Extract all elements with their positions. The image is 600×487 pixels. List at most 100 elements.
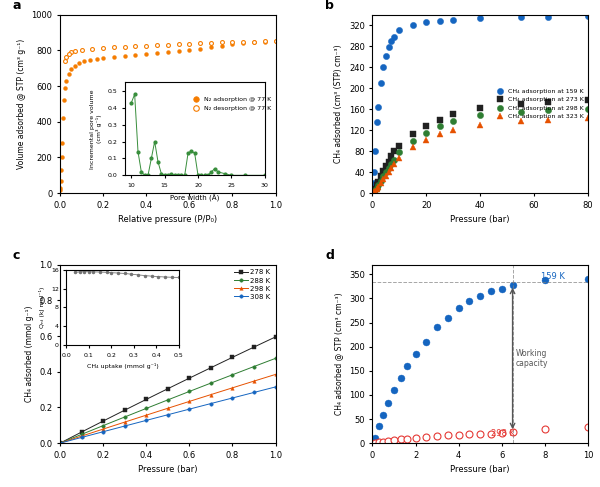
288 K <box>73 433 80 439</box>
CH₄ adsorption at 298 K <box>396 150 403 155</box>
CH₄ adsorption at 273 K <box>371 186 379 192</box>
CH₄ adsorption at 298 K <box>371 187 379 193</box>
298 K <box>148 411 155 416</box>
288 K <box>229 372 236 378</box>
CH₄ adsorption at 159 K <box>476 16 484 21</box>
CH₄ adsorption at 298 K <box>370 189 377 195</box>
CH₄ adsorption at 273 K <box>396 143 403 149</box>
CH₄ adsorption at 298 K <box>450 118 457 124</box>
CH₄ adsorption at 323 K <box>544 117 551 123</box>
298 K <box>218 388 225 394</box>
298 K <box>164 405 172 411</box>
288 K <box>62 438 69 444</box>
CH₄ adsorption at 159 K <box>436 18 443 24</box>
CH₄ adsorption at 298 K <box>371 188 378 194</box>
CH₄ adsorption at 159 K <box>382 53 389 58</box>
288 K <box>148 403 155 409</box>
298 K <box>110 423 118 429</box>
278 K <box>127 405 134 411</box>
298 K <box>83 431 91 437</box>
CH₄ adsorption at 273 K <box>380 168 387 174</box>
308 K <box>223 396 230 402</box>
CH₄ adsorption at 159 K <box>371 148 379 154</box>
298 K <box>207 392 214 397</box>
298 K <box>202 393 209 399</box>
CH₄ adsorption at 159 K <box>423 19 430 25</box>
278 K <box>164 386 172 392</box>
308 K <box>207 401 214 407</box>
278 K <box>207 365 214 371</box>
CH₄ adsorption at 323 K <box>396 155 403 161</box>
CH₄ adsorption at 323 K <box>377 180 384 186</box>
278 K <box>132 402 139 408</box>
288 K <box>89 427 96 433</box>
CH₄ adsorption at 159 K <box>391 34 398 39</box>
288 K <box>245 366 252 372</box>
288 K <box>137 408 145 413</box>
288 K <box>272 356 279 361</box>
308 K <box>116 425 123 431</box>
CH₄ adsorption at 298 K <box>391 157 398 163</box>
298 K <box>121 419 128 425</box>
308 K <box>272 384 279 390</box>
298 K <box>127 417 134 423</box>
CH₄ adsorption at 159 K <box>370 180 377 186</box>
CH₄ adsorption at 159 K <box>370 186 377 192</box>
288 K <box>105 421 112 427</box>
308 K <box>159 413 166 419</box>
CH₄ adsorption at 323 K <box>388 166 395 171</box>
CH₄ adsorption at 323 K <box>409 144 416 150</box>
308 K <box>218 398 225 404</box>
298 K <box>100 426 107 432</box>
CH₄ adsorption at 323 K <box>584 115 592 121</box>
CH₄ adsorption at 159 K <box>385 44 392 50</box>
Line: CH₄ adsorption at 298 K: CH₄ adsorption at 298 K <box>370 106 591 196</box>
Text: Working
capacity: Working capacity <box>516 349 548 368</box>
308 K <box>229 395 236 401</box>
288 K <box>132 410 139 415</box>
CH₄ adsorption at 273 K <box>370 189 377 195</box>
308 K <box>56 440 64 446</box>
278 K <box>137 399 145 405</box>
CH₄ adsorption at 273 K <box>436 117 443 123</box>
CH₄ adsorption at 298 K <box>374 182 382 188</box>
298 K <box>159 407 166 413</box>
CH₄ adsorption at 273 K <box>377 173 384 179</box>
CH₄ adsorption at 273 K <box>382 163 389 169</box>
CH₄ adsorption at 273 K <box>369 190 376 196</box>
298 K <box>191 397 198 403</box>
298 K <box>154 409 161 414</box>
298 K <box>212 390 220 396</box>
Line: CH₄ adsorption at 273 K: CH₄ adsorption at 273 K <box>370 96 591 196</box>
Legend: N₂ adsorption @ 77 K, N₂ desorption @ 77 K: N₂ adsorption @ 77 K, N₂ desorption @ 77… <box>188 96 272 112</box>
298 K <box>89 430 96 435</box>
CH₄ adsorption at 273 K <box>385 159 392 165</box>
308 K <box>148 416 155 422</box>
CH₄ adsorption at 159 K <box>371 169 378 175</box>
298 K <box>272 372 279 377</box>
308 K <box>154 414 161 420</box>
CH₄ adsorption at 273 K <box>450 112 457 117</box>
X-axis label: Pressure (bar): Pressure (bar) <box>138 466 197 474</box>
298 K <box>181 400 188 406</box>
Legend: 278 K, 288 K, 298 K, 308 K: 278 K, 288 K, 298 K, 308 K <box>233 268 272 301</box>
Text: b: b <box>325 0 334 12</box>
CH₄ adsorption at 159 K <box>450 17 457 23</box>
308 K <box>170 411 177 416</box>
CH₄ adsorption at 323 K <box>436 131 443 137</box>
298 K <box>261 375 268 381</box>
CH₄ adsorption at 323 K <box>450 127 457 133</box>
308 K <box>261 387 268 393</box>
298 K <box>56 440 64 446</box>
278 K <box>223 357 230 363</box>
298 K <box>132 416 139 422</box>
Text: 298 K: 298 K <box>491 429 515 438</box>
CH₄ adsorption at 159 K <box>584 13 592 19</box>
288 K <box>170 395 177 401</box>
298 K <box>170 404 177 410</box>
CH₄ adsorption at 323 K <box>385 169 392 175</box>
278 K <box>245 347 252 353</box>
Y-axis label: CH₄ adsorbed (mmol g⁻¹): CH₄ adsorbed (mmol g⁻¹) <box>25 306 34 402</box>
288 K <box>218 376 225 382</box>
288 K <box>127 412 134 418</box>
